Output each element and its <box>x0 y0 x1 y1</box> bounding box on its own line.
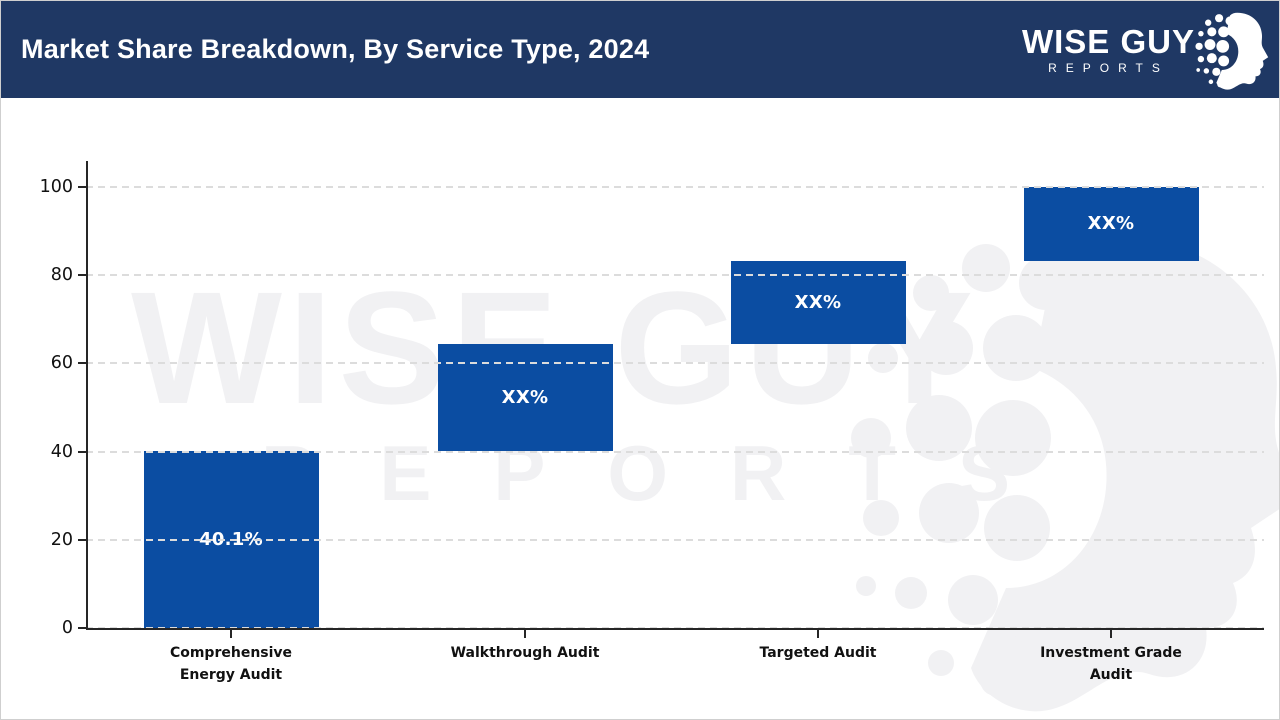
chart-area: WISE GUY REPORTS 40.1% XX% XX% XX% 0 20 40 60 80… <box>1 98 1279 719</box>
x-category-label: Investment Grade Audit <box>971 642 1251 686</box>
gridline-80 <box>86 274 1264 277</box>
gridline-40 <box>86 450 1264 453</box>
y-tick-20 <box>78 538 86 541</box>
bar-targeted-audit: XX% <box>730 260 906 344</box>
gridline-60 <box>86 362 1264 365</box>
logo-wordmark: WISE GUY <box>1021 22 1195 60</box>
x-tick-3 <box>1110 630 1112 638</box>
logo-face-icon <box>1195 12 1269 90</box>
x-axis-line <box>86 628 1264 630</box>
page-title: Market Share Breakdown, By Service Type,… <box>21 34 650 64</box>
y-tick-label-0: 0 <box>61 618 73 638</box>
y-tick-label-100: 100 <box>39 177 73 197</box>
x-category-label-line: Energy Audit <box>179 667 283 683</box>
gridline-20 <box>86 538 1264 541</box>
bar-value-label: XX% <box>794 291 842 313</box>
bar-investment-grade-audit: XX% <box>1023 187 1199 261</box>
watermark-subtext: REPORTS <box>261 429 1073 517</box>
logo-subtext: REPORTS <box>1048 60 1169 75</box>
gridline-100 <box>86 186 1264 188</box>
logo-text: WISE GUY REPORTS <box>1021 22 1195 76</box>
wiseguy-logo: WISE GUY REPORTS <box>1019 9 1269 91</box>
x-tick-1 <box>524 630 526 638</box>
x-category-label-line: Targeted Audit <box>759 645 877 661</box>
x-category-label: Targeted Audit <box>678 642 958 664</box>
x-category-label-line: Audit <box>1089 667 1133 683</box>
x-tick-2 <box>817 630 819 638</box>
x-category-label-line: Comprehensive <box>169 645 293 661</box>
x-category-label-line: Investment Grade <box>1040 645 1182 661</box>
y-tick-40 <box>78 450 86 453</box>
x-category-label: Walkthrough Audit <box>385 642 665 664</box>
bar-value-label: XX% <box>1087 213 1135 235</box>
header-bar: Market Share Breakdown, By Service Type,… <box>1 1 1279 98</box>
y-axis-line <box>86 161 88 630</box>
y-tick-60 <box>78 362 86 365</box>
y-tick-100 <box>78 186 86 188</box>
x-tick-0 <box>230 630 232 638</box>
y-tick-0 <box>78 627 86 629</box>
bar-value-label: XX% <box>501 386 549 408</box>
y-tick-label-40: 40 <box>50 441 73 462</box>
bar-walkthrough-audit: XX% <box>437 343 613 452</box>
y-tick-label-80: 80 <box>50 265 73 286</box>
x-category-label: Comprehensive Energy Audit <box>91 642 371 686</box>
x-category-label-line: Walkthrough Audit <box>450 645 600 661</box>
y-tick-80 <box>78 274 86 277</box>
y-tick-label-60: 60 <box>50 353 73 374</box>
y-tick-label-20: 20 <box>50 529 73 550</box>
